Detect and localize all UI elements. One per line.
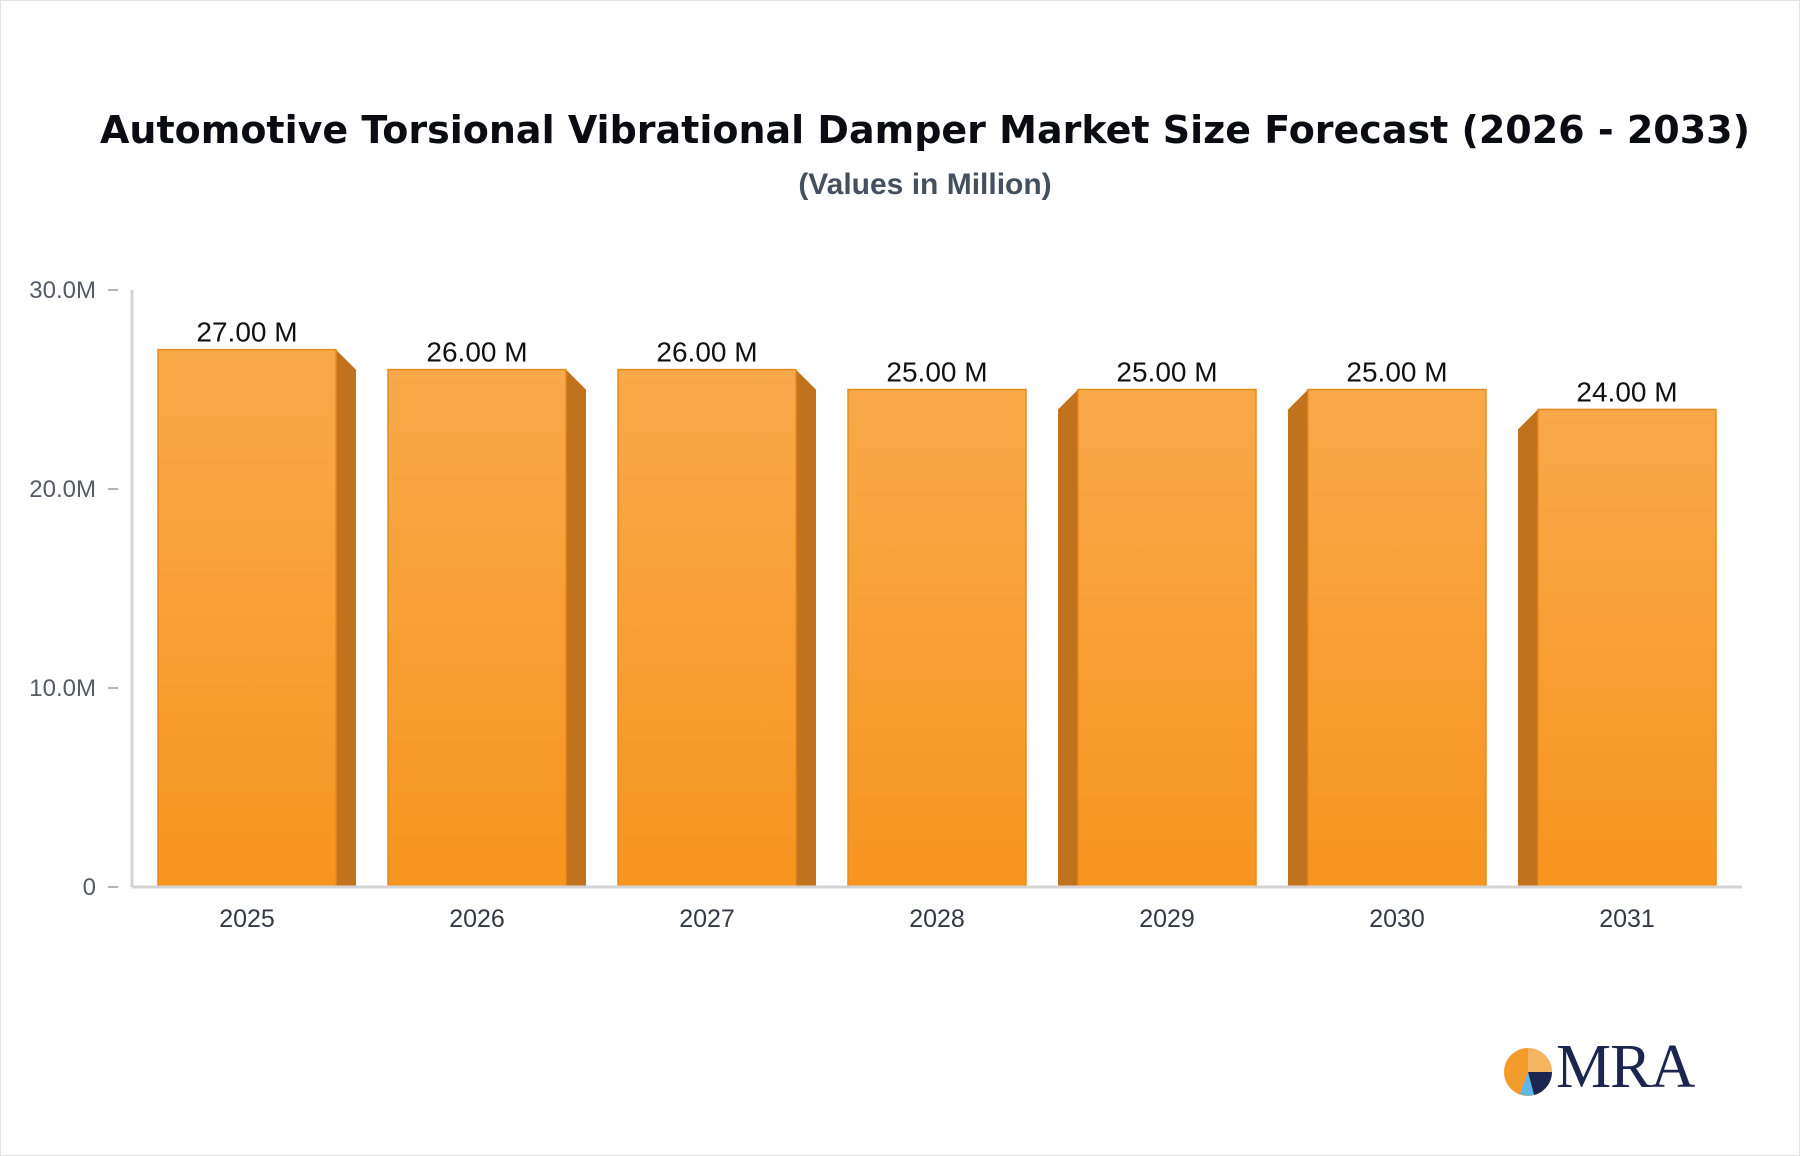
bar-value-label: 24.00 M bbox=[1576, 376, 1677, 407]
bar-face bbox=[617, 368, 797, 888]
chart-subtitle: (Values in Million) bbox=[798, 168, 1052, 201]
bar-face bbox=[1537, 408, 1717, 888]
bar-2031: 24.00 M bbox=[1518, 376, 1717, 888]
y-axis: 0 10.0M 20.0M 30.0M bbox=[29, 277, 134, 901]
bar-value-label: 27.00 M bbox=[196, 317, 297, 348]
bar-face bbox=[1307, 388, 1487, 888]
x-tick-label: 2026 bbox=[449, 905, 505, 933]
logo-pie-icon bbox=[1504, 1048, 1552, 1096]
x-tick-label: 2028 bbox=[909, 905, 965, 933]
bar-face bbox=[1077, 388, 1257, 888]
x-axis: 2025 2026 2027 2028 2029 2030 2031 bbox=[132, 885, 1742, 933]
bar-face bbox=[387, 368, 567, 888]
bars: 27.00 M 26.00 M 26.00 M 25.00 M 25.00 M 25.00… bbox=[157, 317, 1717, 888]
x-tick-label: 2025 bbox=[219, 905, 275, 933]
bar-2030: 25.00 M bbox=[1288, 357, 1487, 888]
bar-value-label: 26.00 M bbox=[656, 337, 757, 368]
bar-value-label: 25.00 M bbox=[886, 357, 987, 388]
bar-2029: 25.00 M bbox=[1058, 357, 1257, 888]
bar-face bbox=[847, 388, 1027, 888]
y-tick-label: 30.0M bbox=[29, 277, 96, 304]
bar-value-label: 25.00 M bbox=[1116, 357, 1217, 388]
bar-side-face bbox=[1288, 389, 1308, 887]
y-tick-label: 0 bbox=[83, 874, 96, 901]
bar-2026: 26.00 M bbox=[387, 337, 586, 888]
x-tick-label: 2029 bbox=[1139, 905, 1195, 933]
y-tick-label: 20.0M bbox=[29, 476, 96, 503]
bar-side-face bbox=[796, 369, 816, 888]
bar-2028: 25.00 M bbox=[847, 357, 1027, 888]
bar-side-face bbox=[1518, 409, 1538, 887]
x-tick-label: 2027 bbox=[679, 905, 735, 933]
logo-text: MRA bbox=[1556, 1033, 1695, 1101]
bar-value-label: 25.00 M bbox=[1346, 357, 1447, 388]
chart-title: Automotive Torsional Vibrational Damper … bbox=[100, 108, 1750, 152]
y-tick-label: 10.0M bbox=[29, 675, 96, 702]
bar-2025: 27.00 M bbox=[157, 317, 356, 888]
x-tick-label: 2030 bbox=[1369, 905, 1425, 933]
x-tick-label: 2031 bbox=[1599, 905, 1655, 933]
mra-logo: MRA bbox=[1502, 1033, 1702, 1101]
bar-side-face bbox=[1058, 389, 1078, 887]
bar-side-face bbox=[566, 369, 586, 888]
bar-side-face bbox=[336, 349, 356, 887]
bar-value-label: 26.00 M bbox=[426, 337, 527, 368]
bar-2027: 26.00 M bbox=[617, 337, 816, 888]
bar-face bbox=[157, 348, 337, 888]
